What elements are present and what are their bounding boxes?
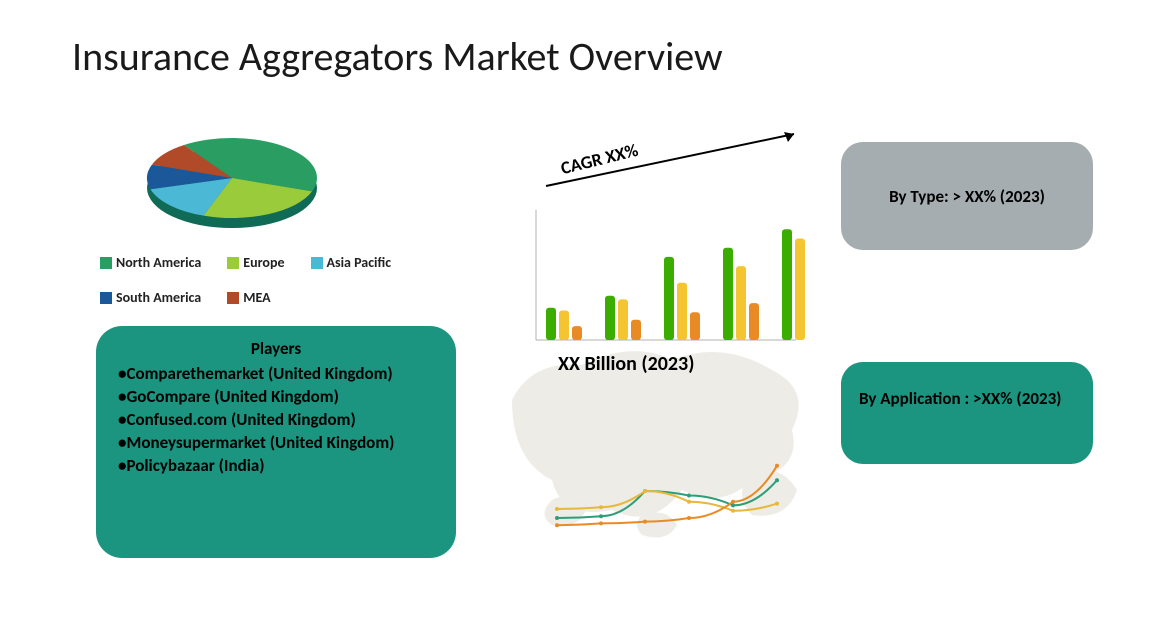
pie-chart (132, 128, 332, 238)
player-item: •Moneysupermarket (United Kingdom) (118, 432, 434, 455)
legend-label: Asia Pacific (327, 254, 392, 271)
line-chart (552, 450, 782, 550)
center-region: CAGR XX% XX Billion (2023) (496, 160, 826, 540)
pie-legend: North America Europe Asia Pacific South Ame… (100, 254, 460, 324)
players-list: •Comparethemarket (United Kingdom)•GoCom… (118, 363, 434, 478)
player-item: •Comparethemarket (United Kingdom) (118, 363, 434, 386)
legend-item: South America (100, 289, 201, 306)
bar (605, 296, 615, 340)
bar (631, 320, 641, 340)
market-value-label: XX Billion (2023) (558, 352, 694, 376)
legend-label: North America (116, 254, 201, 271)
bar (736, 266, 746, 340)
legend-item: Europe (227, 254, 284, 271)
line-marker (775, 502, 779, 506)
by-application-box: By Application : >XX% (2023) (841, 362, 1093, 464)
bar (618, 299, 628, 340)
line-marker (687, 500, 691, 504)
legend-label: MEA (243, 289, 270, 306)
bar (664, 257, 674, 340)
by-application-text: By Application : >XX% (2023) (859, 388, 1061, 409)
bar (677, 283, 687, 340)
line-marker (599, 521, 603, 525)
bar (559, 310, 569, 340)
bar (546, 308, 556, 340)
legend-item: North America (100, 254, 201, 271)
line-marker (555, 507, 559, 511)
legend-swatch (100, 257, 112, 269)
line-marker (775, 464, 779, 468)
legend-swatch (227, 292, 239, 304)
legend-label: South America (116, 289, 201, 306)
line-marker (687, 494, 691, 498)
line-marker (643, 520, 647, 524)
line-marker (599, 505, 603, 509)
line-marker (555, 516, 559, 520)
bar (572, 326, 582, 340)
player-item: •Confused.com (United Kingdom) (118, 409, 434, 432)
page-title: Insurance Aggregators Market Overview (72, 32, 723, 81)
line-series (557, 491, 777, 511)
bar (782, 229, 792, 340)
legend-swatch (100, 292, 112, 304)
bar-chart (526, 200, 806, 350)
line-marker (731, 509, 735, 513)
line-marker (555, 523, 559, 527)
pie-chart-region (132, 128, 332, 238)
by-type-box: By Type: > XX% (2023) (841, 142, 1093, 250)
bar (749, 303, 759, 340)
legend-item: Asia Pacific (311, 254, 392, 271)
line-marker (643, 489, 647, 493)
bar (723, 248, 733, 340)
bar (690, 312, 700, 340)
legend-item: MEA (227, 289, 270, 306)
line-marker (775, 478, 779, 482)
legend-label: Europe (243, 254, 284, 271)
line-marker (599, 514, 603, 518)
by-type-text: By Type: > XX% (2023) (889, 186, 1045, 207)
line-marker (731, 500, 735, 504)
legend-swatch (311, 257, 323, 269)
players-box: Players •Comparethemarket (United Kingdo… (96, 326, 456, 558)
line-marker (687, 516, 691, 520)
legend-swatch (227, 257, 239, 269)
bar (795, 238, 805, 340)
players-heading: Players (118, 338, 434, 361)
player-item: •GoCompare (United Kingdom) (118, 386, 434, 409)
player-item: •Policybazaar (India) (118, 455, 434, 478)
